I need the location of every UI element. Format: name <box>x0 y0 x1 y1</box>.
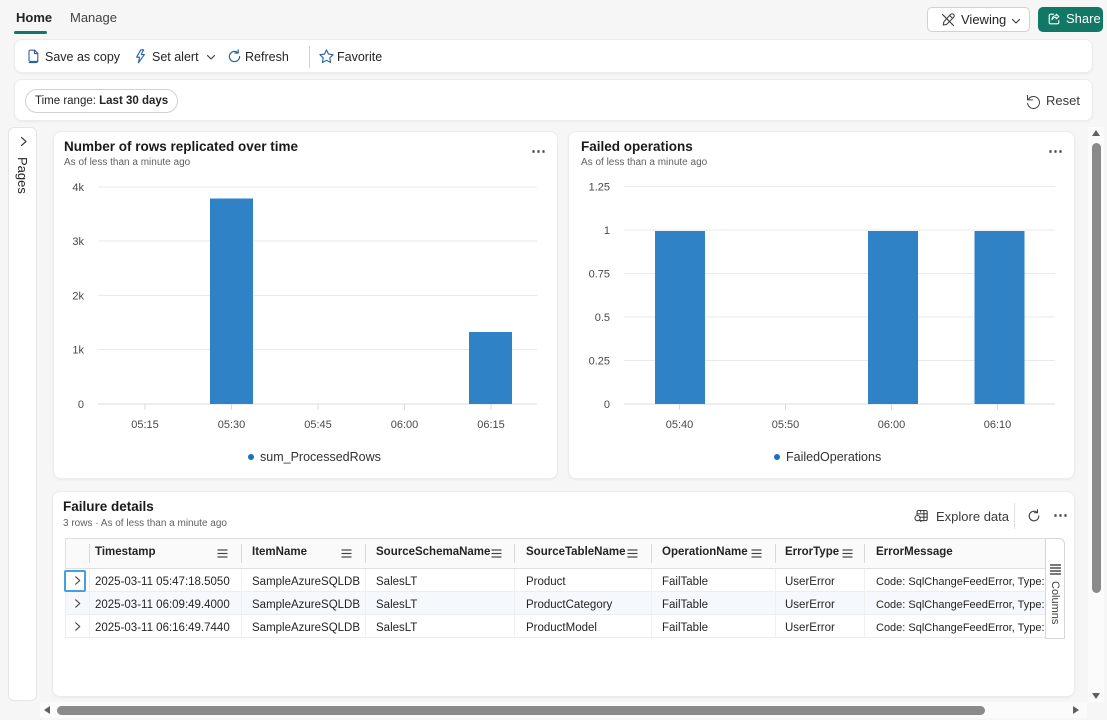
svg-text:0.25: 0.25 <box>589 356 610 368</box>
svg-text:06:15: 06:15 <box>477 419 505 431</box>
svg-text:05:45: 05:45 <box>304 419 332 431</box>
svg-text:4k: 4k <box>72 182 84 194</box>
svg-text:2k: 2k <box>72 291 84 303</box>
svg-text:0.75: 0.75 <box>589 269 610 281</box>
svg-text:0.5: 0.5 <box>595 312 610 324</box>
svg-text:05:50: 05:50 <box>772 419 800 431</box>
svg-text:1k: 1k <box>72 345 84 357</box>
svg-text:05:40: 05:40 <box>666 419 694 431</box>
svg-text:0: 0 <box>78 399 84 411</box>
svg-text:0: 0 <box>604 399 610 411</box>
svg-text:06:00: 06:00 <box>391 419 419 431</box>
svg-text:1: 1 <box>604 225 610 237</box>
svg-text:05:30: 05:30 <box>218 419 246 431</box>
svg-text:06:10: 06:10 <box>984 419 1012 431</box>
svg-text:06:00: 06:00 <box>878 419 906 431</box>
svg-text:3k: 3k <box>72 236 84 248</box>
svg-text:05:15: 05:15 <box>131 419 159 431</box>
svg-text:1.25: 1.25 <box>589 182 610 194</box>
